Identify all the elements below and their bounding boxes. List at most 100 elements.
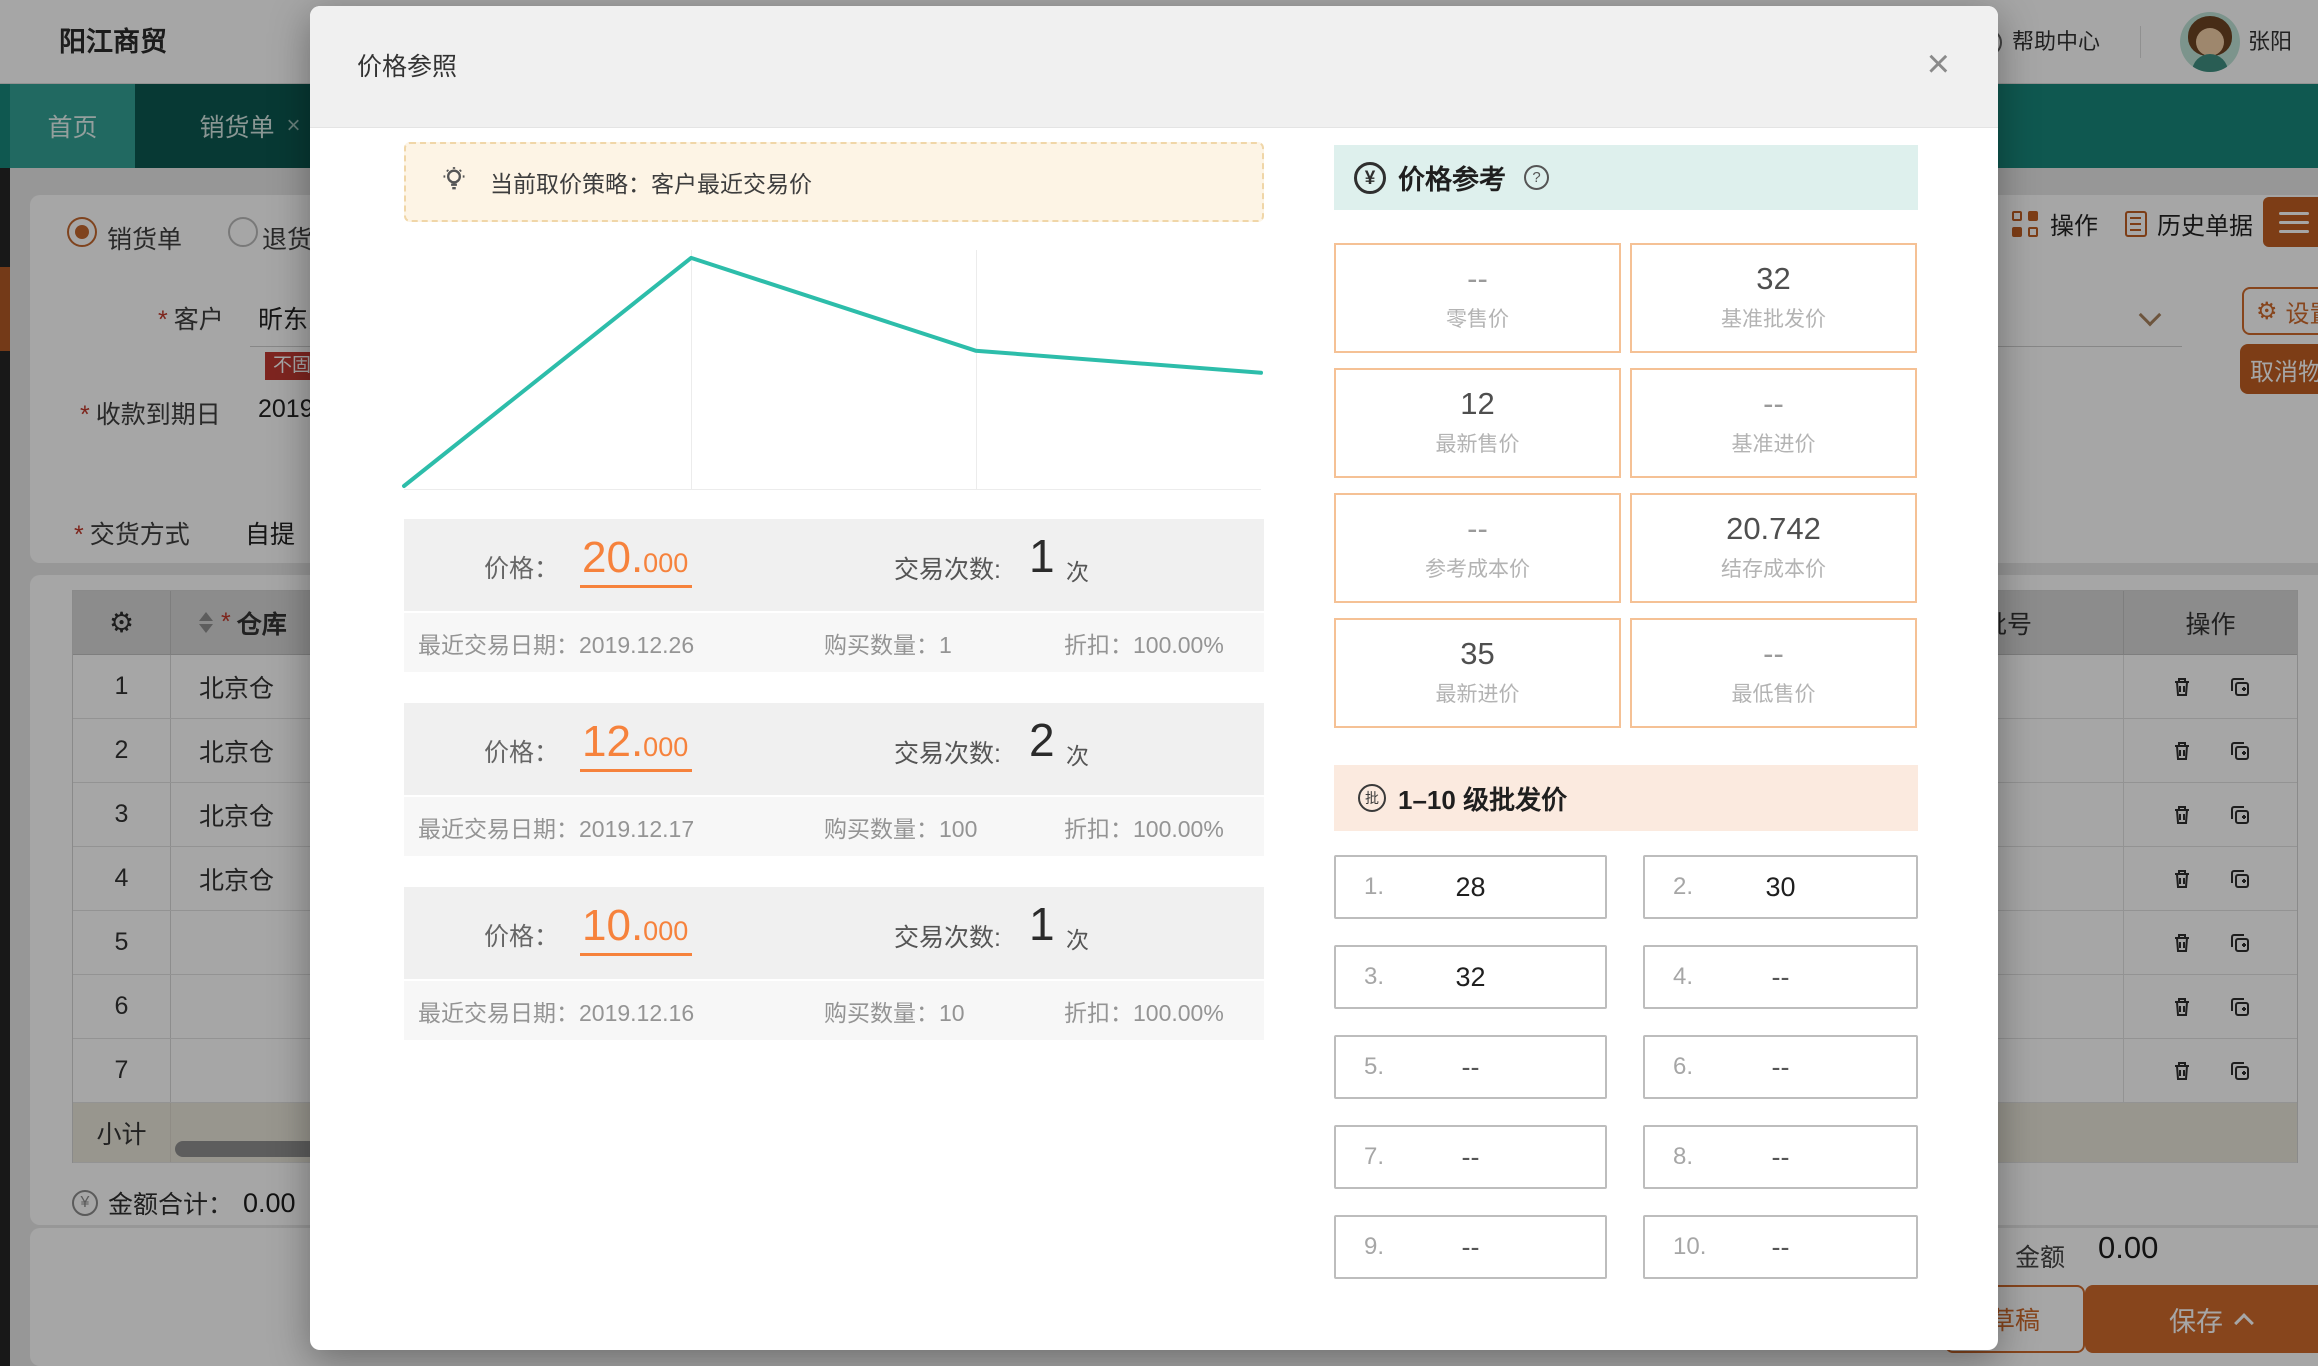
- wholesale-tier-box[interactable]: 1. 28: [1334, 855, 1607, 919]
- cancel-logistics-button[interactable]: 取消物流: [2240, 344, 2318, 394]
- tier-price: --: [1771, 1232, 1790, 1262]
- grid-icon: [2012, 210, 2038, 237]
- delete-row-icon[interactable]: [2170, 995, 2194, 1019]
- due-date-input[interactable]: 2019: [258, 395, 314, 423]
- dialog-title: 价格参照: [357, 53, 458, 81]
- duplicate-row-icon[interactable]: [2228, 1059, 2252, 1083]
- price-trend-svg: [402, 255, 1263, 488]
- document-icon: [2125, 210, 2147, 237]
- menu-toggle-button[interactable]: [2263, 197, 2318, 247]
- deal-count-unit: 次: [1066, 743, 1089, 769]
- row-actions: [2123, 783, 2297, 846]
- ref-price-label: 结存成本价: [1721, 558, 1826, 581]
- duplicate-row-icon[interactable]: [2228, 931, 2252, 955]
- deal-detail-row: 最近交易日期：2019.12.26 购买数量：1 折扣：100.00%: [404, 613, 1264, 672]
- ref-price-value: 32: [1756, 261, 1791, 296]
- tab-close-icon[interactable]: ×: [286, 112, 301, 139]
- avatar[interactable]: [2180, 12, 2240, 72]
- tier-price: --: [1771, 962, 1790, 992]
- delete-row-icon[interactable]: [2170, 1059, 2194, 1083]
- subtotal-label: 小计: [73, 1103, 171, 1162]
- row-number: 3: [73, 783, 171, 846]
- wholesale-tier-box[interactable]: 6. --: [1643, 1035, 1918, 1099]
- row-actions: [2123, 655, 2297, 718]
- deal-count-label: 交易次数:: [894, 740, 1001, 768]
- duplicate-row-icon[interactable]: [2228, 675, 2252, 699]
- topbar-divider: [2140, 26, 2141, 58]
- wholesale-tier-box[interactable]: 10. --: [1643, 1215, 1918, 1279]
- ref-price-card[interactable]: 35 最新进价: [1334, 618, 1621, 728]
- price-reference-header: ¥ 价格参考 ?: [1334, 145, 1918, 210]
- dialog-header: 价格参照 ×: [310, 6, 1998, 128]
- help-center-link[interactable]: 帮助中心: [2012, 29, 2101, 54]
- wholesale-tier-box[interactable]: 3. 32: [1334, 945, 1607, 1009]
- ref-price-card[interactable]: 12 最新售价: [1334, 368, 1621, 478]
- row-number: 4: [73, 847, 171, 910]
- price-reference-title: 价格参考: [1398, 165, 1506, 195]
- delete-row-icon[interactable]: [2170, 867, 2194, 891]
- deal-date: 最近交易日期：2019.12.26: [418, 631, 695, 658]
- ref-price-card[interactable]: -- 最低售价: [1630, 618, 1917, 728]
- close-icon[interactable]: ×: [1926, 42, 1950, 86]
- chart-gridline: [975, 250, 977, 489]
- operations-menu[interactable]: 操作: [2012, 206, 2098, 241]
- recent-deal-card: 价格： 20.000 交易次数: 1 次 最近交易日期：2019.12.26 购…: [404, 519, 1264, 672]
- duplicate-row-icon[interactable]: [2228, 739, 2252, 763]
- tier-number: 6.: [1673, 1053, 1694, 1080]
- tier-number: 9.: [1364, 1233, 1385, 1260]
- delete-row-icon[interactable]: [2170, 931, 2194, 955]
- wholesale-tier-box[interactable]: 2. 30: [1643, 855, 1918, 919]
- row-actions: [2123, 1039, 2297, 1102]
- tier-number: 1.: [1364, 873, 1385, 900]
- duplicate-row-icon[interactable]: [2228, 867, 2252, 891]
- ref-price-card[interactable]: 20.742 结存成本价: [1630, 493, 1917, 603]
- history-docs-menu[interactable]: 历史单据: [2125, 206, 2253, 241]
- help-circle-icon[interactable]: ?: [1524, 165, 1549, 190]
- price-link[interactable]: 10.000: [580, 901, 693, 956]
- chart-gridline: [691, 250, 693, 489]
- price-label: 价格：: [484, 555, 560, 583]
- ref-price-card[interactable]: -- 基准进价: [1630, 368, 1917, 478]
- settings-button[interactable]: ⚙ 设置: [2242, 287, 2318, 335]
- delivery-input[interactable]: 自提: [245, 521, 296, 549]
- ref-price-label: 基准批发价: [1721, 308, 1826, 331]
- duplicate-row-icon[interactable]: [2228, 803, 2252, 827]
- wholesale-tier-box[interactable]: 9. --: [1334, 1215, 1607, 1279]
- deal-count-value: 1: [1029, 530, 1055, 582]
- delete-row-icon[interactable]: [2170, 739, 2194, 763]
- deal-count-label: 交易次数:: [894, 556, 1001, 584]
- row-actions: [2123, 911, 2297, 974]
- radio-return-order[interactable]: [228, 217, 258, 247]
- user-name[interactable]: 张阳: [2248, 29, 2293, 54]
- radio-sales-order[interactable]: [67, 217, 97, 247]
- ref-price-card[interactable]: 32 基准批发价: [1630, 243, 1917, 353]
- wholesale-tier-box[interactable]: 5. --: [1334, 1035, 1607, 1099]
- required-asterisk: *: [221, 608, 231, 636]
- wholesale-tier-box[interactable]: 7. --: [1334, 1125, 1607, 1189]
- save-button[interactable]: 保存: [2085, 1285, 2318, 1353]
- deal-detail-row: 最近交易日期：2019.12.17 购买数量：100 折扣：100.00%: [404, 797, 1264, 856]
- row-actions: [2123, 719, 2297, 782]
- delete-row-icon[interactable]: [2170, 803, 2194, 827]
- warehouse-cell[interactable]: 北京仓: [171, 783, 891, 846]
- ref-price-card[interactable]: -- 零售价: [1334, 243, 1621, 353]
- yen-circle-icon: ¥: [72, 1190, 98, 1216]
- delete-row-icon[interactable]: [2170, 675, 2194, 699]
- wholesale-tier-box[interactable]: 8. --: [1643, 1125, 1918, 1189]
- duplicate-row-icon[interactable]: [2228, 995, 2252, 1019]
- row-number: 5: [73, 911, 171, 974]
- tier-number: 2.: [1673, 873, 1694, 900]
- ref-price-label: 参考成本价: [1425, 558, 1530, 581]
- warehouse-header[interactable]: * 仓库: [171, 591, 891, 654]
- price-link[interactable]: 12.000: [580, 717, 693, 772]
- collapsed-sidebar[interactable]: [0, 168, 10, 1366]
- price-link[interactable]: 20.000: [580, 533, 693, 588]
- tab-home[interactable]: 首页: [10, 84, 135, 168]
- amount-label: 金额: [2014, 1244, 2065, 1272]
- required-asterisk: *: [158, 306, 168, 334]
- wholesale-tier-box[interactable]: 4. --: [1643, 945, 1918, 1009]
- column-settings-header[interactable]: ⚙: [73, 591, 171, 654]
- sort-icon[interactable]: [199, 612, 213, 633]
- ref-price-card[interactable]: -- 参考成本价: [1334, 493, 1621, 603]
